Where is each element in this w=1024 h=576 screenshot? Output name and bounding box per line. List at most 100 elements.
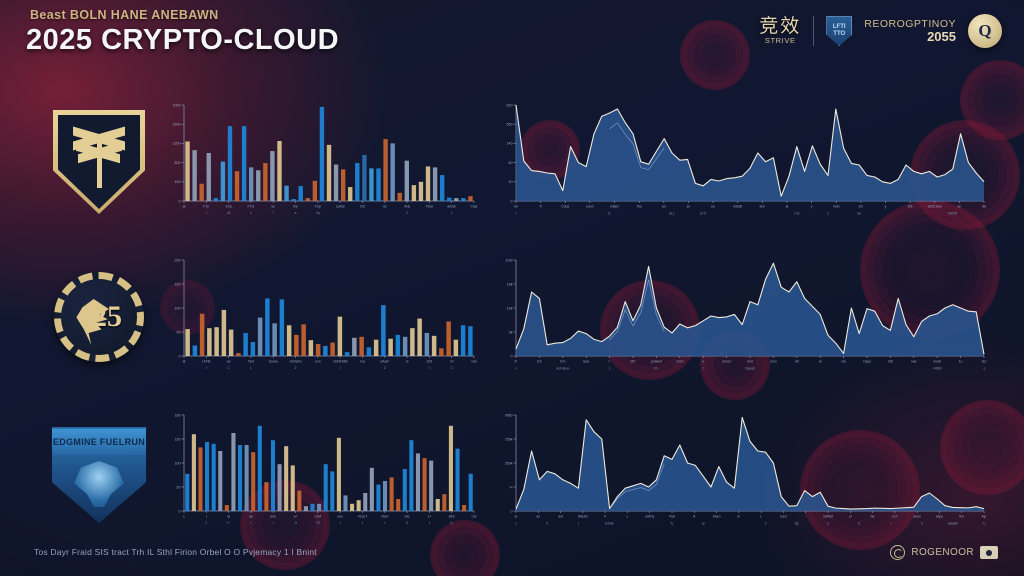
svg-text:be: be [514,205,518,209]
svg-text:ceu: ceu [337,515,343,519]
svg-text:t: t [703,367,704,371]
svg-text:al: al [702,522,705,526]
svg-text:0: 0 [179,199,181,203]
svg-text:Lydiat: Lydiat [336,205,345,209]
svg-text:pl: pl [849,515,852,519]
svg-text:ee: ee [227,360,231,364]
svg-text:0: 0 [511,509,513,513]
chip-badge-icon [980,546,998,559]
svg-text:eaol: eaol [780,515,787,519]
svg-text:2: 2 [384,366,386,370]
svg-text:el: el [406,360,409,364]
cjk-sub-text: STRIVE [764,36,796,46]
svg-text:400: 400 [175,180,181,184]
svg-text:EI 9: EI 9 [700,212,706,216]
chart-row-2: 25 0 50 100 150 200 at LFFB t ee C Tset L Eewa nnSvbS… [0,250,1024,405]
svg-text:fen: fen [959,515,964,519]
wolf-icon [74,461,124,507]
svg-text:at: at [183,360,186,364]
svg-text:a: a [295,211,297,215]
svg-text:bfV: bfV [630,360,636,364]
svg-text:5q: 5q [316,211,320,215]
svg-text:lnp: lnp [982,515,987,519]
svg-text:ant: ant [558,515,563,519]
svg-text:ee: ee [271,205,275,209]
svg-text:Bp: Bp [795,522,799,526]
svg-text:10k: 10k [507,306,513,310]
crest-banner-label: EDGMINE FUELRUN [53,436,145,447]
svg-text:L: L [609,367,611,371]
svg-text:V: V [604,515,607,519]
svg-text:5: 5 [406,521,408,525]
area-chart-1: 0 10 60 140 550 620 be ft Cdus edun miatm fha an sn ee… [492,99,990,227]
bar-chart-1: 0 400 800 1200 1600 2000 at FTp t eXa 42 FTG z ee 7 lir… [162,99,480,227]
svg-text:t fL-: t fL- [654,367,660,371]
bar-chart-3: 0 50 100 150 160 c t 2 at t+ ae t ene t a+ -5 n1M TS ceu t +… [162,409,480,537]
svg-text:ae: ae [249,515,253,519]
crest-banner: EDGMINE FUELRUN [52,429,146,455]
svg-text:-c: -c [983,367,986,371]
header-meta: REOROGPTINOY 2055 [864,18,956,45]
svg-text:t: t [578,522,579,526]
svg-text:SL1: SL1 [669,212,675,216]
badge-cell-1 [38,97,160,227]
svg-text:t: t [429,521,430,525]
svg-text:A: A [693,515,696,519]
svg-text:t: t [340,366,341,370]
svg-text:c: c [183,515,185,519]
svg-text:Iuw|aM: Iuw|aM [948,522,959,526]
svg-text:5k: 5k [509,330,513,334]
svg-text:wlpe: wlpe [936,515,943,519]
svg-text:nae: nae [911,360,917,364]
svg-text:0: 0 [179,509,181,513]
shield-icon: LFTI TTO [826,16,853,46]
svg-text:0: 0 [765,522,767,526]
svg-text:miatm: miatm [610,205,619,209]
header-meta-line2: 2055 [927,28,956,44]
svg-text:140: 140 [507,142,513,146]
svg-text:Cie: Cie [471,515,476,519]
svg-text:MOWt: MOWt [948,212,957,216]
svg-text:chon: chon [676,360,683,364]
svg-text:eAein: eAein [380,360,389,364]
svg-text:ato: ato [982,360,987,364]
chart-row-1: 0 400 800 1200 1600 2000 at FTp t eXa 42 FTG z ee 7 lir… [0,95,1024,250]
svg-text:lire: lire [293,205,298,209]
svg-text:ufs: ufs [841,360,846,364]
header-kicker: Beast BOLN HANE ANEBAWN [30,8,219,22]
svg-text:HBubs: HBubs [578,515,588,519]
svg-text:a+: a+ [294,515,298,519]
svg-text:y: y [885,205,887,209]
svg-text:b: b [546,522,548,526]
poster-footer: Tos Dayr Fraid SIS tract Trh IL Sthl Fir… [0,536,1024,576]
svg-text:n1M: n1M [315,515,322,519]
svg-text:an: an [957,205,961,209]
svg-text:0: 0 [511,354,513,358]
svg-text:nnSvbS: nnSvbS [290,360,303,364]
svg-text:t: t [250,521,251,525]
svg-text:ai: ai [786,205,789,209]
svg-text:160: 160 [175,413,181,417]
svg-text:e: e [702,360,704,364]
svg-text:mi: mi [450,360,454,364]
footer-brand-label: ROGENOOR [911,547,974,558]
svg-text:t: t [340,521,341,525]
header-meta-line1: REOROGPTINOY [864,17,956,30]
gold-shield-emblem-icon [53,110,145,214]
svg-text:ntD: ntD [888,360,894,364]
svg-text:y: y [811,205,813,209]
svg-text:Crb: Crb [360,205,366,209]
page-title: 2025 CRYPTO-CLOUD [26,24,340,56]
svg-text:ih: ih [515,360,518,364]
svg-text:Dm: Dm [560,360,565,364]
footer-brand-group: ROGENOOR [890,545,998,560]
svg-text:at: at [227,515,230,519]
svg-text:pnoel: pnoel [722,360,731,364]
svg-text:D: D [451,521,454,525]
svg-text:100: 100 [175,306,181,310]
svg-text:al: al [819,360,822,364]
svg-text:z: z [250,211,252,215]
svg-text:550: 550 [507,123,513,127]
blue-crest-emblem-icon: EDGMINE FUELRUN [51,427,147,523]
svg-text:l-: l- [609,360,611,364]
